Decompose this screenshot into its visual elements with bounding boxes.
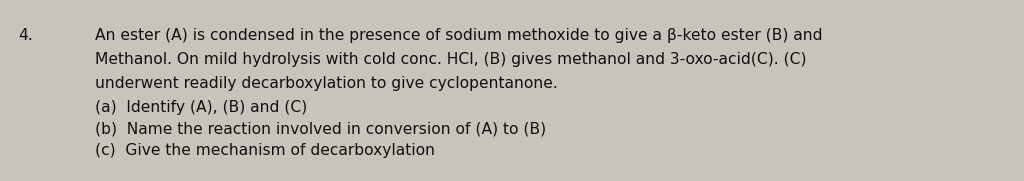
Text: (a)  Identify (A), (B) and (C): (a) Identify (A), (B) and (C) [95, 100, 307, 115]
Text: (b)  Name the reaction involved in conversion of (A) to (B): (b) Name the reaction involved in conver… [95, 121, 546, 136]
Text: (c)  Give the mechanism of decarboxylation: (c) Give the mechanism of decarboxylatio… [95, 143, 435, 158]
Text: 4.: 4. [18, 28, 33, 43]
Text: Methanol. On mild hydrolysis with cold conc. HCl, (B) gives methanol and 3-oxo-a: Methanol. On mild hydrolysis with cold c… [95, 52, 807, 67]
Text: underwent readily decarboxylation to give cyclopentanone.: underwent readily decarboxylation to giv… [95, 76, 558, 91]
Text: An ester (A) is condensed in the presence of sodium methoxide to give a β-keto e: An ester (A) is condensed in the presenc… [95, 28, 822, 43]
